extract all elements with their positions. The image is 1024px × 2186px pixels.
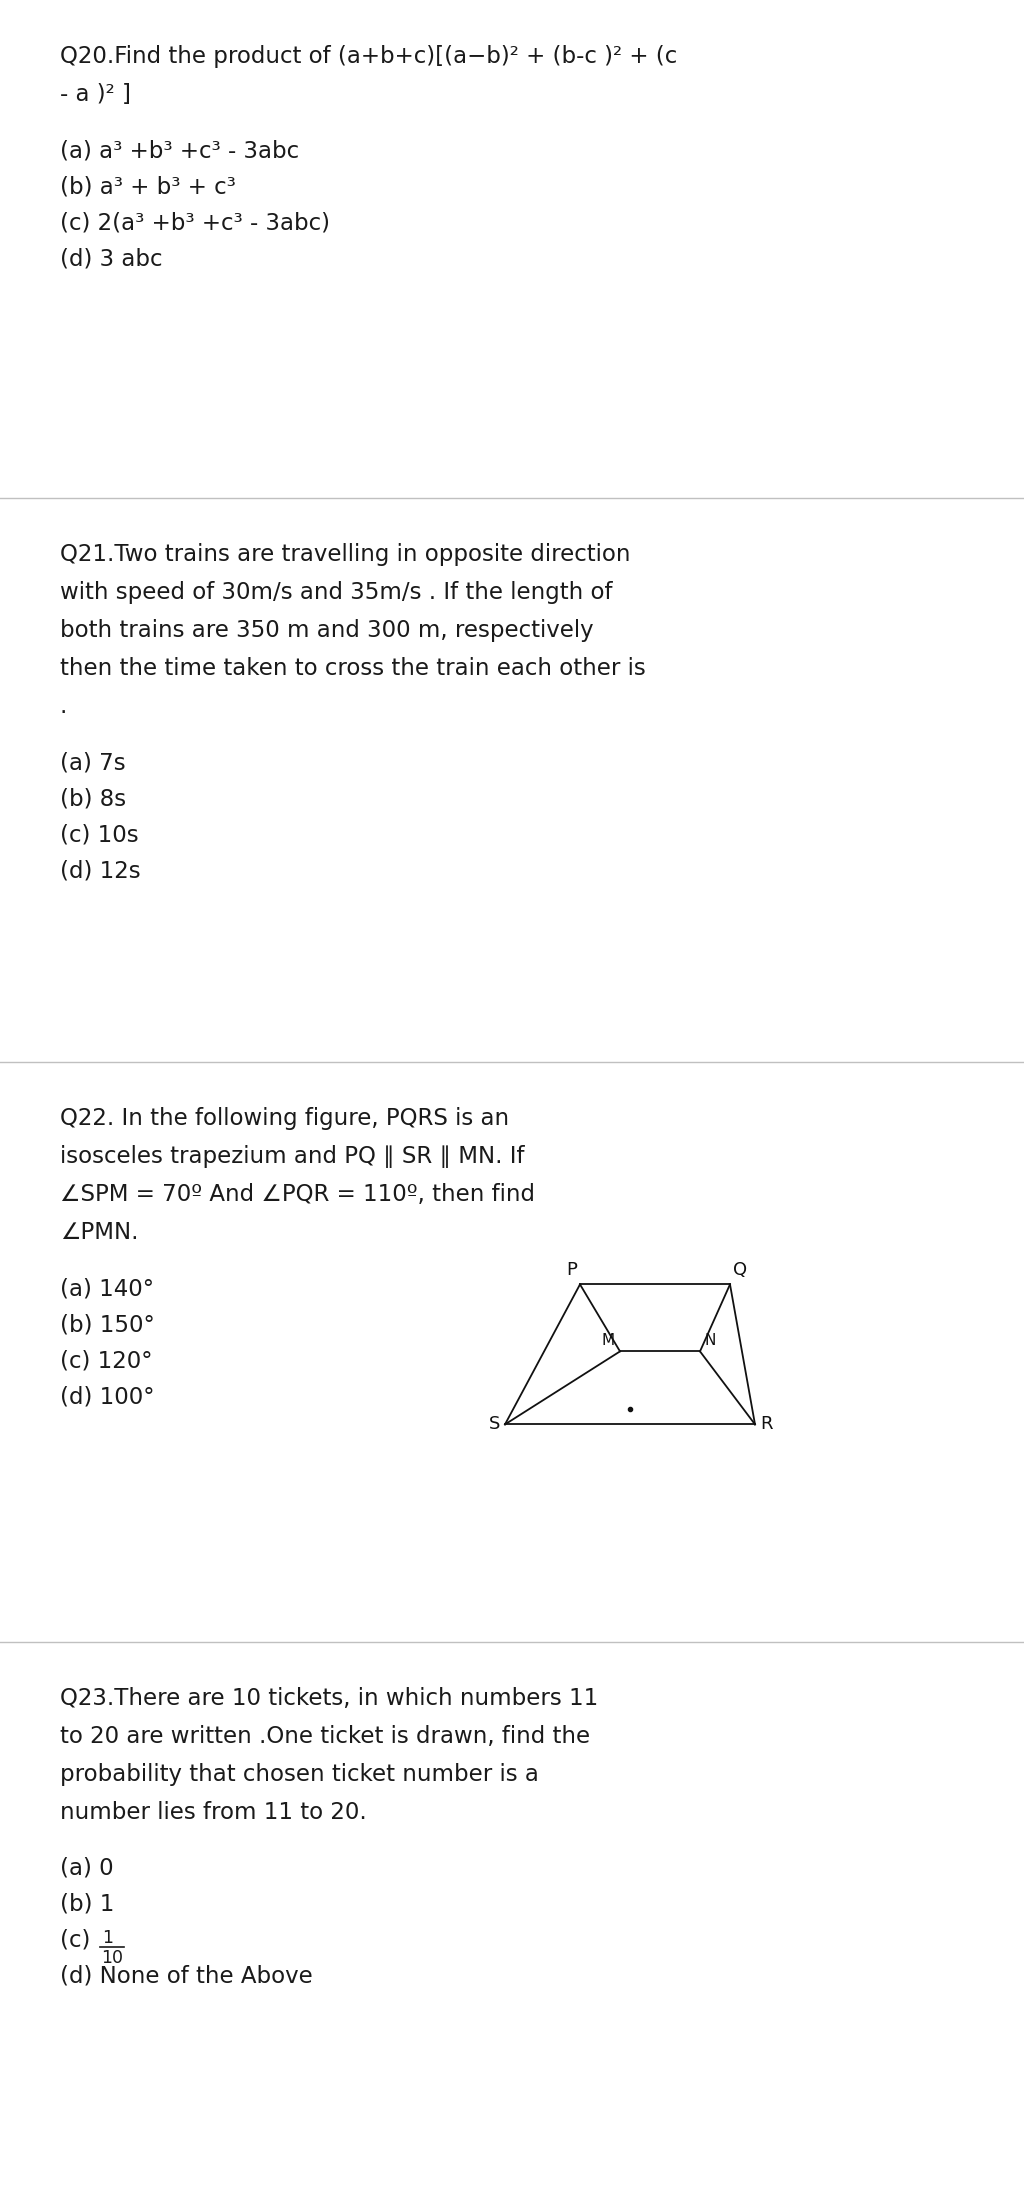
Text: (c) 2(a³ +b³ +c³ - 3abc): (c) 2(a³ +b³ +c³ - 3abc) xyxy=(60,212,330,234)
Text: S: S xyxy=(488,1414,500,1434)
Text: .: . xyxy=(60,695,68,719)
Text: with speed of 30m/s and 35m/s . If the length of: with speed of 30m/s and 35m/s . If the l… xyxy=(60,581,612,603)
Text: ∠PMN.: ∠PMN. xyxy=(60,1222,138,1244)
Text: (a) a³ +b³ +c³ - 3abc: (a) a³ +b³ +c³ - 3abc xyxy=(60,140,299,162)
Text: 1: 1 xyxy=(102,1928,113,1948)
Text: (a) 0: (a) 0 xyxy=(60,1856,114,1880)
Text: - a )² ]: - a )² ] xyxy=(60,83,131,105)
Text: Q: Q xyxy=(733,1261,748,1279)
Text: 10: 10 xyxy=(101,1948,123,1967)
Text: R: R xyxy=(760,1414,772,1434)
Text: ∠SPM = 70º And ∠PQR = 110º, then find: ∠SPM = 70º And ∠PQR = 110º, then find xyxy=(60,1183,535,1207)
Text: (a) 7s: (a) 7s xyxy=(60,752,126,774)
Text: (d) 100°: (d) 100° xyxy=(60,1386,155,1408)
Text: then the time taken to cross the train each other is: then the time taken to cross the train e… xyxy=(60,658,646,680)
Text: M: M xyxy=(602,1333,615,1349)
Text: Q22. In the following figure, PQRS is an: Q22. In the following figure, PQRS is an xyxy=(60,1108,509,1130)
Text: (c) 120°: (c) 120° xyxy=(60,1349,153,1373)
Text: (d) 12s: (d) 12s xyxy=(60,859,140,883)
Text: (b) 1: (b) 1 xyxy=(60,1893,115,1915)
Text: (b) 150°: (b) 150° xyxy=(60,1314,155,1336)
Text: to 20 are written .One ticket is drawn, find the: to 20 are written .One ticket is drawn, … xyxy=(60,1725,590,1747)
Text: (d) 3 abc: (d) 3 abc xyxy=(60,247,163,271)
Text: (c): (c) xyxy=(60,1928,97,1952)
Text: both trains are 350 m and 300 m, respectively: both trains are 350 m and 300 m, respect… xyxy=(60,619,594,643)
Text: N: N xyxy=(705,1333,717,1349)
Text: (b) 8s: (b) 8s xyxy=(60,787,126,811)
Text: Q23.There are 10 tickets, in which numbers 11: Q23.There are 10 tickets, in which numbe… xyxy=(60,1688,598,1709)
Text: P: P xyxy=(566,1261,577,1279)
Text: (b) a³ + b³ + c³: (b) a³ + b³ + c³ xyxy=(60,175,236,199)
Text: number lies from 11 to 20.: number lies from 11 to 20. xyxy=(60,1801,367,1823)
Text: probability that chosen ticket number is a: probability that chosen ticket number is… xyxy=(60,1762,539,1786)
Text: Q20.Find the product of (a+b+c)[(a−b)² + (b-c )² + (c: Q20.Find the product of (a+b+c)[(a−b)² +… xyxy=(60,46,677,68)
Text: (c) 10s: (c) 10s xyxy=(60,824,138,846)
Text: isosceles trapezium and PQ ∥ SR ∥ MN. If: isosceles trapezium and PQ ∥ SR ∥ MN. If xyxy=(60,1145,524,1167)
Text: (d) None of the Above: (d) None of the Above xyxy=(60,1965,312,1987)
Text: Q21.Two trains are travelling in opposite direction: Q21.Two trains are travelling in opposit… xyxy=(60,544,631,566)
Text: (a) 140°: (a) 140° xyxy=(60,1277,154,1301)
